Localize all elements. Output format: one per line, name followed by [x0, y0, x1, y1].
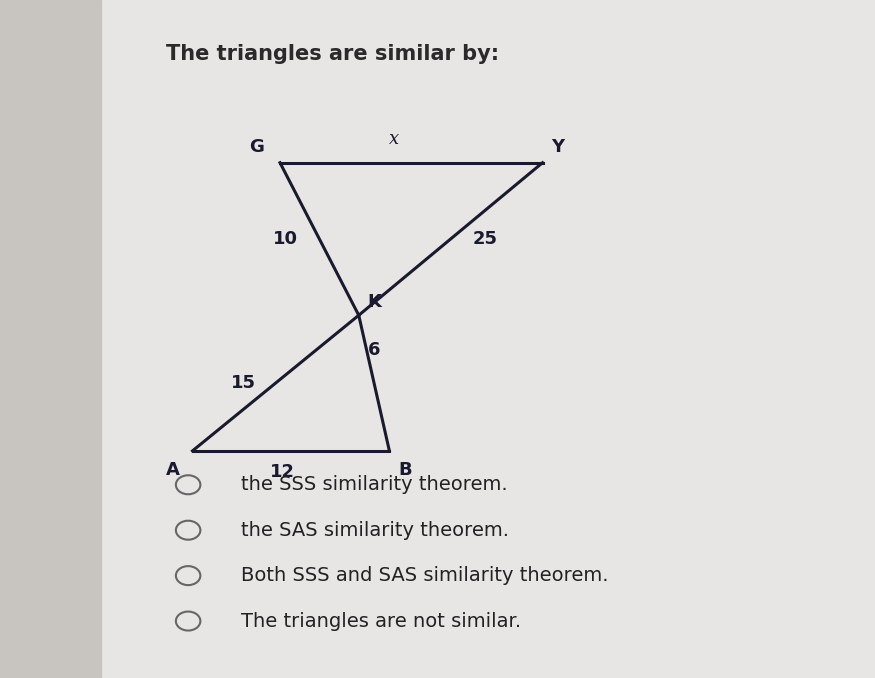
Text: B: B	[398, 461, 412, 479]
Text: 6: 6	[368, 341, 380, 359]
Text: the SAS similarity theorem.: the SAS similarity theorem.	[241, 521, 508, 540]
Text: The triangles are similar by:: The triangles are similar by:	[166, 44, 500, 64]
Text: 25: 25	[473, 230, 498, 248]
Text: K: K	[368, 293, 382, 311]
Text: G: G	[249, 138, 264, 156]
Bar	[0, 0, 101, 678]
Text: Y: Y	[551, 138, 564, 156]
Text: Both SSS and SAS similarity theorem.: Both SSS and SAS similarity theorem.	[241, 566, 608, 585]
Text: A: A	[165, 461, 179, 479]
Text: The triangles are not similar.: The triangles are not similar.	[241, 612, 521, 631]
Text: x: x	[388, 129, 399, 148]
Text: 10: 10	[272, 230, 298, 248]
Text: 15: 15	[231, 374, 256, 392]
Text: 12: 12	[270, 463, 295, 481]
Text: the SSS similarity theorem.: the SSS similarity theorem.	[241, 475, 508, 494]
